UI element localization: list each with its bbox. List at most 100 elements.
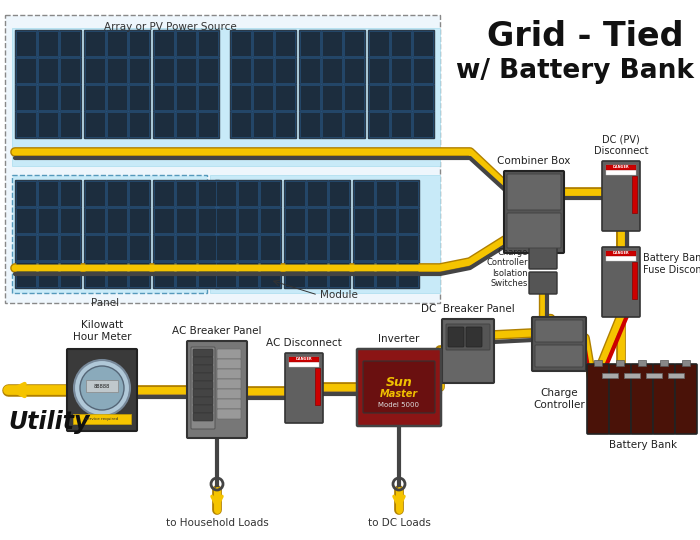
FancyBboxPatch shape (238, 262, 258, 287)
FancyBboxPatch shape (300, 85, 320, 110)
Text: Charge
Controller
Isolation
Switches: Charge Controller Isolation Switches (486, 248, 528, 288)
FancyBboxPatch shape (217, 359, 241, 369)
FancyBboxPatch shape (285, 235, 305, 260)
FancyBboxPatch shape (609, 364, 631, 434)
FancyBboxPatch shape (60, 181, 80, 206)
FancyBboxPatch shape (532, 317, 586, 371)
FancyBboxPatch shape (176, 31, 196, 56)
FancyBboxPatch shape (275, 112, 295, 137)
FancyBboxPatch shape (529, 247, 557, 269)
FancyBboxPatch shape (624, 373, 640, 378)
FancyBboxPatch shape (391, 85, 411, 110)
FancyBboxPatch shape (260, 208, 280, 233)
FancyBboxPatch shape (215, 180, 281, 288)
FancyBboxPatch shape (153, 30, 219, 138)
FancyBboxPatch shape (322, 58, 342, 83)
FancyBboxPatch shape (154, 31, 174, 56)
FancyBboxPatch shape (507, 213, 561, 248)
Text: service required: service required (85, 417, 118, 421)
FancyBboxPatch shape (129, 85, 149, 110)
FancyBboxPatch shape (154, 181, 174, 206)
FancyBboxPatch shape (329, 181, 349, 206)
FancyBboxPatch shape (344, 31, 364, 56)
FancyBboxPatch shape (107, 262, 127, 287)
FancyBboxPatch shape (73, 414, 131, 424)
FancyBboxPatch shape (217, 409, 241, 419)
FancyBboxPatch shape (230, 30, 296, 138)
FancyBboxPatch shape (675, 364, 697, 434)
Text: to DC Loads: to DC Loads (368, 518, 430, 528)
FancyBboxPatch shape (107, 58, 127, 83)
FancyBboxPatch shape (198, 31, 218, 56)
FancyBboxPatch shape (107, 85, 127, 110)
FancyBboxPatch shape (602, 373, 618, 378)
FancyBboxPatch shape (67, 349, 137, 431)
FancyBboxPatch shape (344, 85, 364, 110)
FancyBboxPatch shape (85, 58, 105, 83)
Text: to Household Loads: to Household Loads (166, 518, 268, 528)
FancyBboxPatch shape (299, 30, 365, 138)
FancyBboxPatch shape (594, 360, 602, 366)
FancyBboxPatch shape (354, 262, 374, 287)
FancyBboxPatch shape (16, 208, 36, 233)
FancyBboxPatch shape (129, 58, 149, 83)
FancyBboxPatch shape (354, 181, 374, 206)
FancyBboxPatch shape (284, 180, 350, 288)
FancyBboxPatch shape (176, 112, 196, 137)
FancyBboxPatch shape (322, 31, 342, 56)
FancyBboxPatch shape (193, 397, 213, 405)
FancyBboxPatch shape (353, 180, 419, 288)
FancyBboxPatch shape (84, 180, 150, 288)
FancyBboxPatch shape (376, 262, 396, 287)
FancyBboxPatch shape (602, 247, 640, 317)
FancyBboxPatch shape (16, 262, 36, 287)
FancyBboxPatch shape (275, 31, 295, 56)
FancyBboxPatch shape (198, 235, 218, 260)
FancyBboxPatch shape (193, 381, 213, 389)
FancyBboxPatch shape (307, 262, 327, 287)
FancyBboxPatch shape (413, 112, 433, 137)
Text: DANGER: DANGER (612, 252, 629, 255)
FancyBboxPatch shape (16, 112, 36, 137)
Text: DANGER: DANGER (612, 165, 629, 170)
FancyBboxPatch shape (193, 405, 213, 413)
FancyBboxPatch shape (529, 272, 557, 294)
FancyBboxPatch shape (285, 262, 305, 287)
FancyBboxPatch shape (442, 319, 494, 383)
FancyBboxPatch shape (12, 175, 207, 293)
FancyBboxPatch shape (448, 327, 464, 347)
FancyBboxPatch shape (376, 235, 396, 260)
FancyBboxPatch shape (60, 262, 80, 287)
Text: Battery Bank
Fuse Disconnect: Battery Bank Fuse Disconnect (643, 253, 700, 275)
FancyBboxPatch shape (176, 58, 196, 83)
FancyBboxPatch shape (154, 235, 174, 260)
FancyBboxPatch shape (176, 235, 196, 260)
FancyBboxPatch shape (15, 30, 81, 138)
FancyBboxPatch shape (413, 85, 433, 110)
FancyBboxPatch shape (606, 165, 636, 175)
Circle shape (74, 360, 130, 416)
FancyBboxPatch shape (15, 180, 81, 288)
Text: Sun: Sun (386, 375, 412, 388)
FancyBboxPatch shape (253, 85, 273, 110)
FancyBboxPatch shape (217, 379, 241, 389)
FancyBboxPatch shape (216, 235, 236, 260)
FancyBboxPatch shape (60, 235, 80, 260)
FancyBboxPatch shape (198, 181, 218, 206)
FancyBboxPatch shape (616, 360, 624, 366)
FancyBboxPatch shape (631, 364, 653, 434)
FancyBboxPatch shape (260, 262, 280, 287)
FancyBboxPatch shape (129, 208, 149, 233)
Text: 88888: 88888 (94, 383, 110, 388)
FancyBboxPatch shape (16, 31, 36, 56)
FancyBboxPatch shape (176, 208, 196, 233)
FancyBboxPatch shape (660, 360, 668, 366)
FancyBboxPatch shape (653, 364, 675, 434)
FancyBboxPatch shape (154, 85, 174, 110)
Text: AC Breaker Panel: AC Breaker Panel (172, 326, 262, 336)
Text: Grid - Tied: Grid - Tied (486, 20, 683, 53)
FancyBboxPatch shape (253, 31, 273, 56)
FancyBboxPatch shape (16, 85, 36, 110)
FancyBboxPatch shape (85, 31, 105, 56)
FancyBboxPatch shape (322, 112, 342, 137)
